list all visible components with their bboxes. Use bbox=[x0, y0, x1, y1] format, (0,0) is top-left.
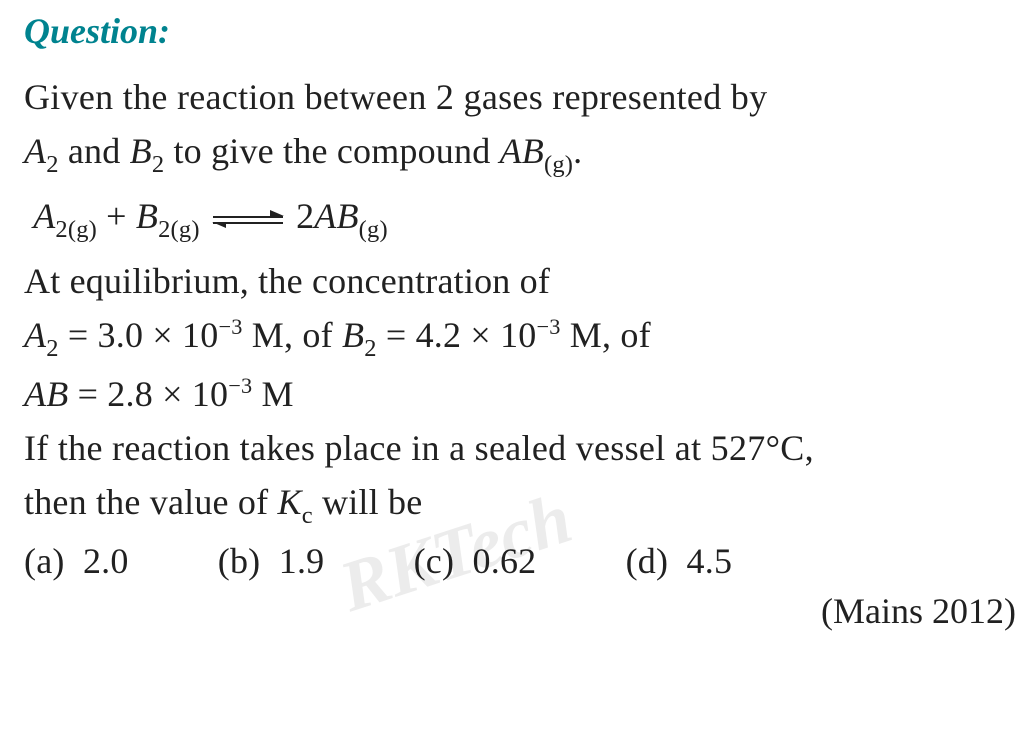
body-line-1: Given the reaction between 2 gases repre… bbox=[24, 70, 1024, 124]
exp-minus3: −3 bbox=[218, 314, 242, 339]
sub-2: 2 bbox=[152, 151, 164, 178]
sub-2: 2 bbox=[46, 335, 58, 362]
dot: . bbox=[573, 131, 582, 171]
question-page: RKTech Question: Given the reaction betw… bbox=[0, 0, 1024, 632]
text-willbe: will be bbox=[313, 482, 423, 522]
symbol-AB: AB bbox=[314, 196, 358, 236]
symbol-A: A bbox=[33, 196, 55, 236]
sub-2: 2 bbox=[364, 335, 376, 362]
body-line-conc2: AB = 2.8 × 10−3 M bbox=[24, 367, 1024, 421]
A2-value: 3.0 × 10 bbox=[98, 315, 219, 355]
symbol-K: K bbox=[278, 482, 302, 522]
equilibrium-arrows-icon bbox=[213, 208, 283, 232]
body-line-2: A2 and B2 to give the compound AB(g). bbox=[24, 124, 1024, 183]
sub-2g: 2(g) bbox=[55, 216, 97, 243]
symbol-B: B bbox=[130, 131, 152, 171]
sub-c: c bbox=[302, 502, 313, 529]
reaction-equation: A2(g) + B2(g) 2AB(g) bbox=[24, 189, 1024, 248]
equals: = bbox=[68, 374, 107, 414]
symbol-B: B bbox=[342, 315, 364, 355]
options-row: (a) 2.0 (b) 1.9 (c) 0.62 (d) 4.5 bbox=[24, 534, 1024, 588]
option-b: (b) 1.9 bbox=[218, 534, 325, 588]
unit-M: M bbox=[561, 315, 602, 355]
unit-M: M bbox=[252, 374, 293, 414]
text-togive: to give the compound bbox=[164, 131, 499, 171]
body-line-ateq: At equilibrium, the concentration of bbox=[24, 254, 1024, 308]
option-d: (d) 4.5 bbox=[626, 534, 733, 588]
symbol-A: A bbox=[24, 131, 46, 171]
source-citation: (Mains 2012) bbox=[24, 590, 1024, 632]
symbol-A: A bbox=[24, 315, 46, 355]
sub-g: (g) bbox=[544, 151, 573, 178]
equals: = bbox=[59, 315, 98, 355]
option-c: (c) 0.62 bbox=[414, 534, 537, 588]
question-heading: Question: bbox=[24, 10, 1024, 52]
text-and: and bbox=[59, 131, 130, 171]
sub-2g: 2(g) bbox=[158, 216, 200, 243]
coeff-2: 2 bbox=[296, 196, 314, 236]
equals: = bbox=[377, 315, 416, 355]
comma-of: , of bbox=[602, 315, 651, 355]
exp-minus3: −3 bbox=[228, 373, 252, 398]
plus: + bbox=[97, 196, 136, 236]
symbol-B: B bbox=[136, 196, 158, 236]
symbol-AB: AB bbox=[500, 131, 544, 171]
body-line-kc: then the value of Kc will be bbox=[24, 475, 1024, 534]
unit-M: M bbox=[243, 315, 284, 355]
exp-minus3: −3 bbox=[536, 314, 560, 339]
comma-of: , of bbox=[284, 315, 342, 355]
text-then: then the value of bbox=[24, 482, 278, 522]
sub-g: (g) bbox=[359, 216, 388, 243]
body-line-sealed: If the reaction takes place in a sealed … bbox=[24, 421, 1024, 475]
body-line-conc1: A2 = 3.0 × 10−3 M, of B2 = 4.2 × 10−3 M,… bbox=[24, 308, 1024, 367]
B2-value: 4.2 × 10 bbox=[416, 315, 537, 355]
symbol-AB: AB bbox=[24, 374, 68, 414]
option-a: (a) 2.0 bbox=[24, 534, 129, 588]
AB-value: 2.8 × 10 bbox=[107, 374, 228, 414]
sub-2: 2 bbox=[46, 151, 58, 178]
